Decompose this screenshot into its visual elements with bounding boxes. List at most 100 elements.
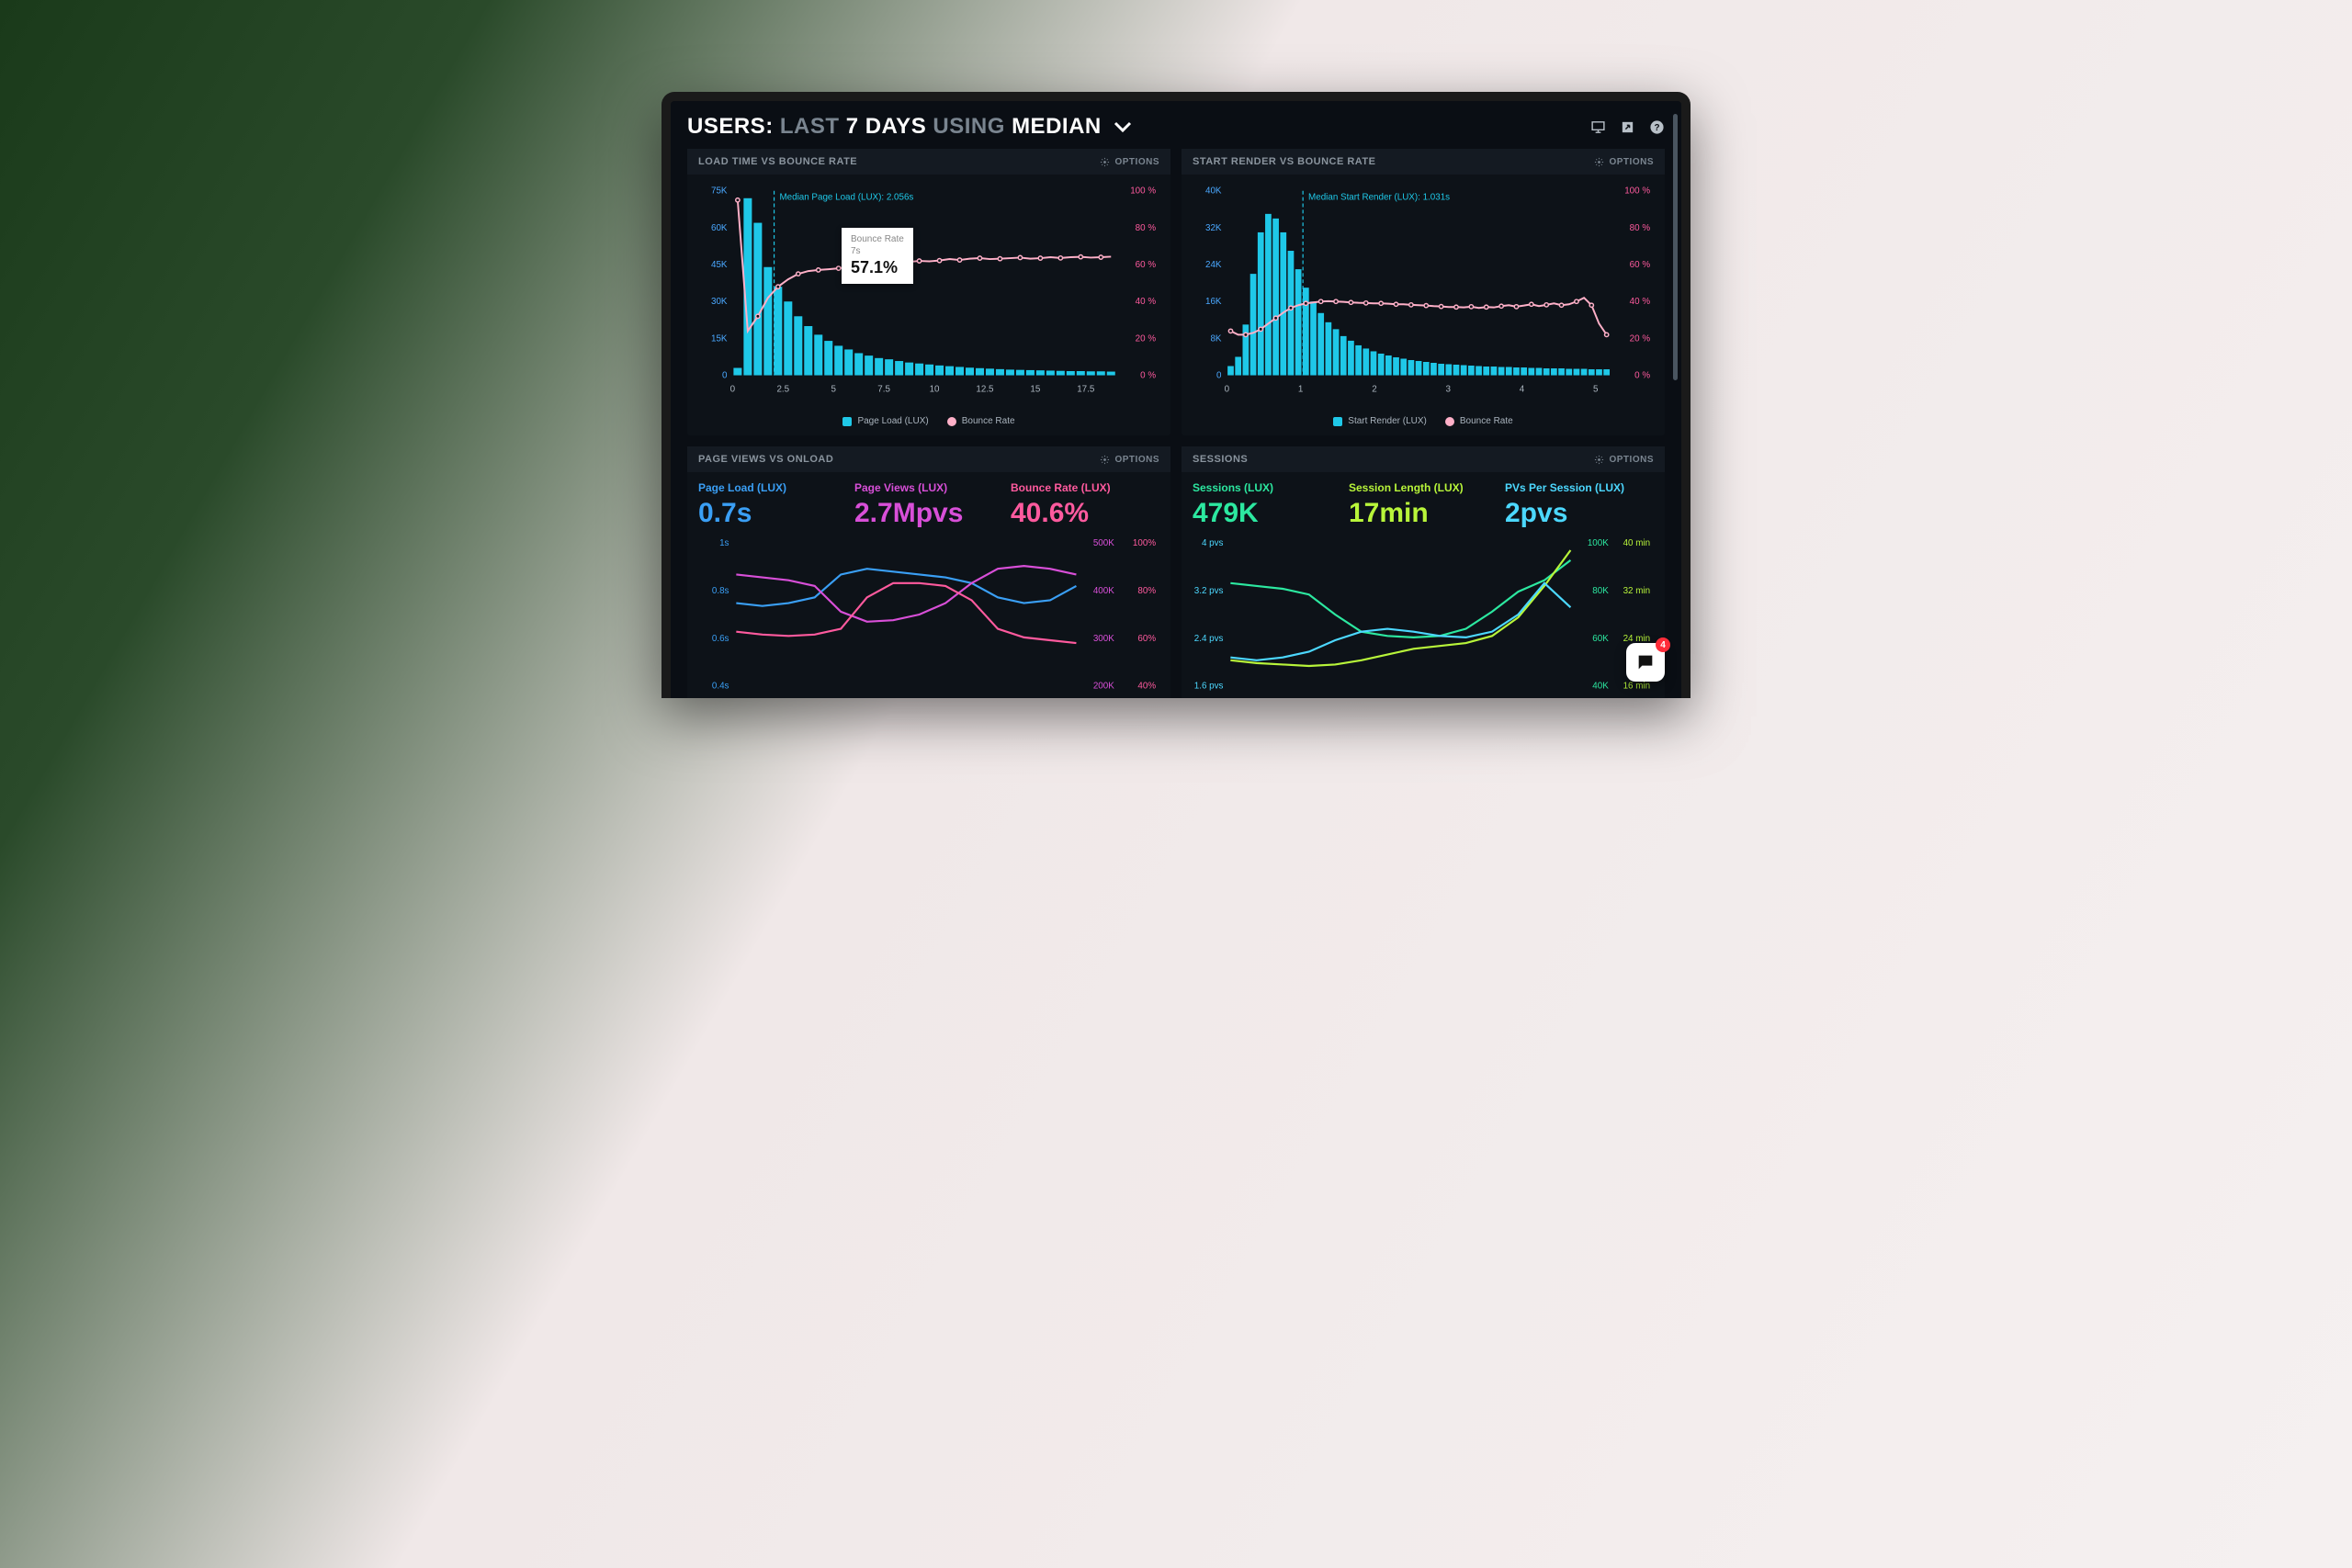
svg-text:Median Page Load (LUX): 2.056s: Median Page Load (LUX): 2.056s <box>779 193 913 203</box>
chevron-down-icon[interactable] <box>1114 114 1132 140</box>
svg-text:3.2 pvs: 3.2 pvs <box>1194 586 1224 596</box>
help-icon[interactable]: ? <box>1648 118 1665 135</box>
svg-text:5: 5 <box>1593 384 1599 394</box>
svg-text:300K: 300K <box>1093 634 1114 644</box>
panel-start-render: START RENDER VS BOUNCE RATE OPTIONS 08K1… <box>1182 149 1665 435</box>
metric: Session Length (LUX)17min <box>1349 481 1498 529</box>
options-button[interactable]: OPTIONS <box>1100 455 1159 465</box>
svg-text:2.4 pvs: 2.4 pvs <box>1194 634 1224 644</box>
metrics-row: Sessions (LUX) 479K Session Length (LUX)17… <box>1182 472 1665 529</box>
scrollbar[interactable] <box>1673 114 1678 380</box>
metrics-row: Page Load (LUX)0.7sPage Views (LUX)2.7Mp… <box>687 472 1170 529</box>
panel-head: SESSIONS OPTIONS <box>1182 446 1665 472</box>
panel-sessions: SESSIONS OPTIONS Sessions (LUX)479KSessi… <box>1182 446 1665 698</box>
metric-value: 40.6% <box>1011 498 1159 529</box>
legend: Page Load (LUX) Bounce Rate <box>687 411 1170 435</box>
chat-widget[interactable]: 4 <box>1626 643 1665 682</box>
options-label: OPTIONS <box>1609 157 1654 167</box>
header-icons: ? <box>1589 118 1665 135</box>
metric: Bounce Rate (LUX) 40.6% <box>1011 481 1159 529</box>
svg-text:0.6s: 0.6s <box>712 634 729 644</box>
svg-text:32 min: 32 min <box>1623 586 1651 596</box>
svg-text:1: 1 <box>1298 384 1303 394</box>
tooltip-value: 57.1% <box>851 257 904 278</box>
panel-title: SESSIONS <box>1193 454 1248 465</box>
svg-text:80%: 80% <box>1137 586 1156 596</box>
svg-text:60%: 60% <box>1137 634 1156 644</box>
svg-text:40 %: 40 % <box>1630 297 1651 307</box>
svg-text:0 %: 0 % <box>1634 371 1650 381</box>
metric-label: Sessions (LUX) <box>1193 481 1341 494</box>
metric-value: 479K <box>1193 498 1341 529</box>
options-label: OPTIONS <box>1114 157 1159 167</box>
title-prefix: USERS: <box>687 114 774 139</box>
svg-text:200K: 200K <box>1093 682 1114 692</box>
svg-text:1s: 1s <box>719 538 729 548</box>
svg-text:0: 0 <box>722 371 728 381</box>
chat-badge: 4 <box>1656 637 1670 652</box>
svg-text:7.5: 7.5 <box>877 384 890 394</box>
svg-text:17.5: 17.5 <box>1077 384 1095 394</box>
svg-text:2.5: 2.5 <box>776 384 789 394</box>
svg-text:12.5: 12.5 <box>976 384 994 394</box>
svg-text:16 min: 16 min <box>1623 682 1651 692</box>
svg-text:30K: 30K <box>711 297 728 307</box>
dashboard-screen: USERS: LAST 7 DAYS USING MEDIAN ? LOAD T… <box>671 101 1681 698</box>
tooltip: Bounce Rate 7s 57.1% <box>842 228 913 284</box>
svg-text:3: 3 <box>1445 384 1451 394</box>
chart-svg: 015K30K45K60K75K0 %20 %40 %60 %80 %100 %… <box>698 182 1159 402</box>
panel-head: START RENDER VS BOUNCE RATE OPTIONS <box>1182 149 1665 175</box>
metric-value: 17min <box>1349 498 1498 529</box>
panel-title: START RENDER VS BOUNCE RATE <box>1193 156 1376 167</box>
svg-text:60 %: 60 % <box>1136 260 1157 270</box>
monitor-icon[interactable] <box>1589 118 1606 135</box>
svg-text:2: 2 <box>1372 384 1376 394</box>
svg-text:100 %: 100 % <box>1130 186 1156 197</box>
metric-label: Bounce Rate (LUX) <box>1011 481 1159 494</box>
share-icon[interactable] <box>1619 118 1635 135</box>
svg-text:60 %: 60 % <box>1630 260 1651 270</box>
svg-text:40 min: 40 min <box>1623 538 1651 548</box>
title-days: 7 DAYS <box>846 114 927 139</box>
panel-head: LOAD TIME VS BOUNCE RATE OPTIONS <box>687 149 1170 175</box>
panel-title: PAGE VIEWS VS ONLOAD <box>698 454 833 465</box>
svg-text:32K: 32K <box>1205 223 1222 233</box>
laptop-frame: USERS: LAST 7 DAYS USING MEDIAN ? LOAD T… <box>662 92 1690 698</box>
options-label: OPTIONS <box>1114 455 1159 465</box>
svg-text:4 pvs: 4 pvs <box>1202 538 1224 548</box>
svg-text:16K: 16K <box>1205 297 1222 307</box>
svg-text:100%: 100% <box>1133 538 1156 548</box>
metric-label: Page Load (LUX) <box>698 481 847 494</box>
chart: 1s0.8s0.6s0.4s500K400K300K200K100%80%60%… <box>687 529 1170 698</box>
svg-text:Median Start Render (LUX): 1.0: Median Start Render (LUX): 1.031s <box>1308 193 1450 203</box>
metric: Page Load (LUX) 0.7s <box>698 481 847 529</box>
legend-item: Start Render (LUX) <box>1333 416 1427 426</box>
panel-page-views: PAGE VIEWS VS ONLOAD OPTIONS Page Load (… <box>687 446 1170 698</box>
metric-label: PVs Per Session (LUX) <box>1505 481 1654 494</box>
options-button[interactable]: OPTIONS <box>1100 157 1159 167</box>
svg-text:24K: 24K <box>1205 260 1222 270</box>
legend: Start Render (LUX) Bounce Rate <box>1182 411 1665 435</box>
header: USERS: LAST 7 DAYS USING MEDIAN ? <box>687 114 1665 140</box>
metric: PVs Per Session (LUX)2pvs <box>1505 481 1654 529</box>
panel-grid: LOAD TIME VS BOUNCE RATE OPTIONS 015K30K… <box>687 149 1665 698</box>
panel-head: PAGE VIEWS VS ONLOAD OPTIONS <box>687 446 1170 472</box>
svg-text:15: 15 <box>1030 384 1040 394</box>
options-button[interactable]: OPTIONS <box>1594 455 1654 465</box>
options-button[interactable]: OPTIONS <box>1594 157 1654 167</box>
svg-text:500K: 500K <box>1093 538 1114 548</box>
svg-text:100K: 100K <box>1588 538 1609 548</box>
tooltip-l1: Bounce Rate <box>851 233 904 245</box>
svg-text:40 %: 40 % <box>1136 297 1157 307</box>
svg-text:40K: 40K <box>1205 186 1222 197</box>
svg-text:0.8s: 0.8s <box>712 586 729 596</box>
svg-text:0: 0 <box>730 384 736 394</box>
metric-value: 0.7s <box>698 498 847 529</box>
svg-text:60K: 60K <box>711 223 728 233</box>
panel-load-time: LOAD TIME VS BOUNCE RATE OPTIONS 015K30K… <box>687 149 1170 435</box>
tooltip-l2: 7s <box>851 245 904 257</box>
svg-text:45K: 45K <box>711 260 728 270</box>
page-title[interactable]: USERS: LAST 7 DAYS USING MEDIAN <box>687 114 1132 140</box>
svg-text:60K: 60K <box>1592 634 1609 644</box>
options-label: OPTIONS <box>1609 455 1654 465</box>
